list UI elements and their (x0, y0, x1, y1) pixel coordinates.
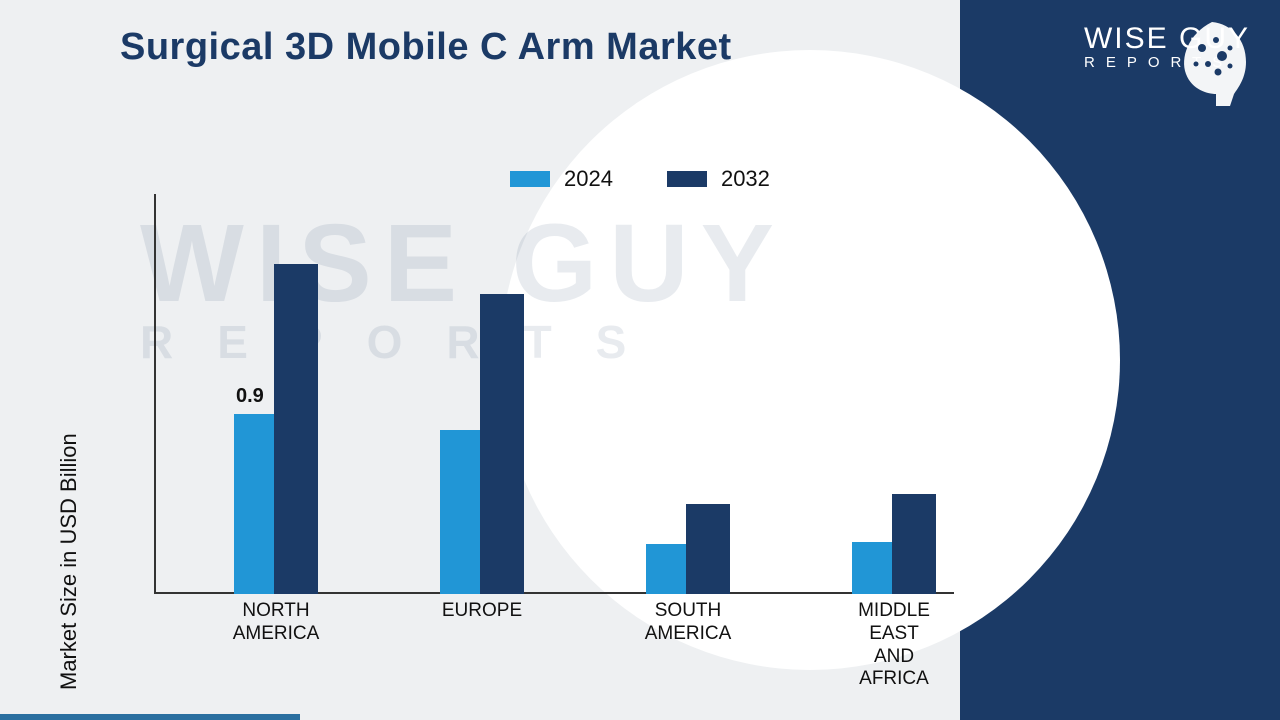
bar-group (216, 264, 336, 594)
bar-2032 (480, 294, 524, 594)
plot-area: 0.9 (154, 194, 954, 594)
y-axis-line (154, 194, 156, 594)
chart-area: Market Size in USD Billion 0.9 NORTHAMER… (42, 150, 942, 710)
bar-group (422, 294, 542, 594)
report-graphic: WISE GUY REPORTS Surgical 3D Mobile C Ar… (0, 0, 1280, 720)
category-label: NORTHAMERICA (196, 600, 356, 646)
brand-head-icon (1172, 20, 1252, 106)
x-axis-labels: NORTHAMERICAEUROPESOUTHAMERICAMIDDLEEAST… (154, 594, 954, 714)
category-label: EUROPE (402, 600, 562, 623)
bar-group (628, 504, 748, 594)
bottom-accent-bar (0, 714, 300, 720)
bar-group (834, 494, 954, 594)
bar-2024 (234, 414, 278, 594)
bar-2024 (852, 542, 896, 594)
bar-2024 (646, 544, 690, 594)
bar-2024 (440, 430, 484, 594)
y-axis-label: Market Size in USD Billion (56, 433, 82, 690)
bar-value-label: 0.9 (236, 385, 264, 408)
bar-2032 (274, 264, 318, 594)
bar-2032 (686, 504, 730, 594)
category-label: MIDDLEEASTANDAFRICA (814, 600, 974, 691)
bar-2032 (892, 494, 936, 594)
category-label: SOUTHAMERICA (608, 600, 768, 646)
chart-title: Surgical 3D Mobile C Arm Market (120, 26, 732, 69)
